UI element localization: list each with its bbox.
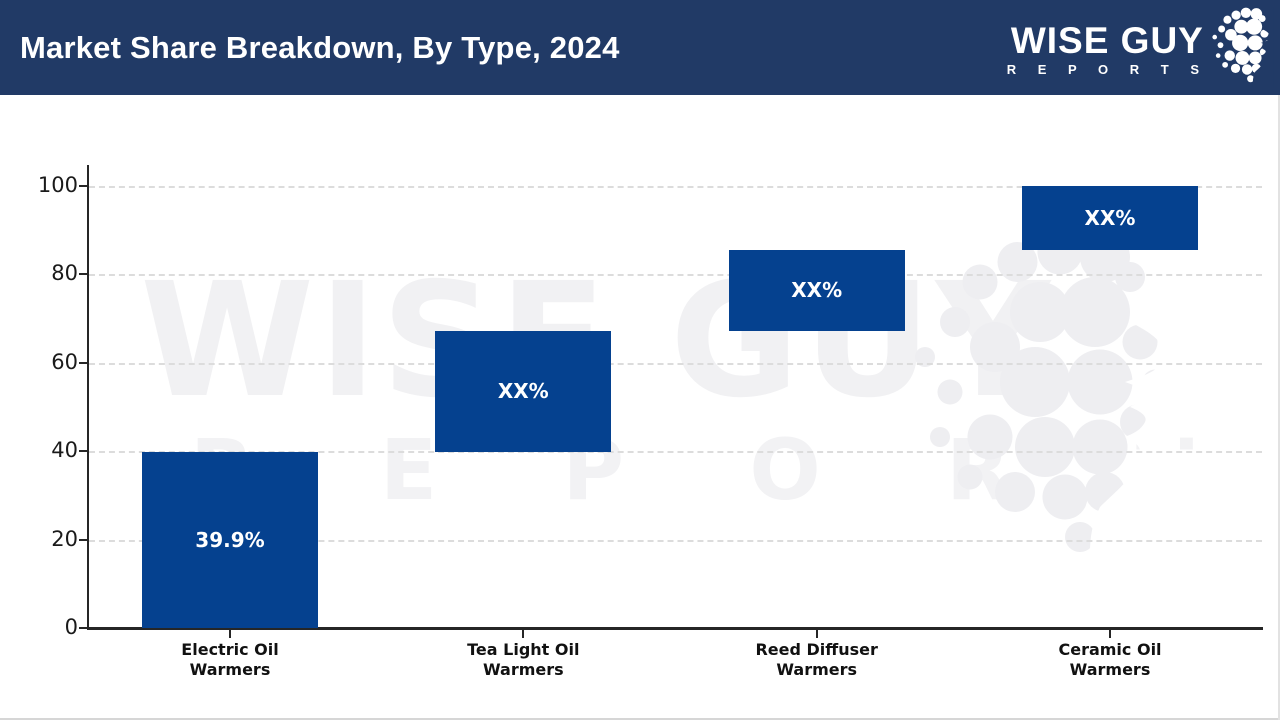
y-tick-label: 80: [51, 261, 78, 286]
gridline: [89, 539, 1262, 542]
bar-value-label: 39.9%: [195, 527, 265, 552]
bar-segment: XX%: [435, 330, 612, 452]
bar-value-label: XX%: [1084, 205, 1136, 230]
y-axis-tick: [79, 273, 87, 276]
page-right-border: [1278, 95, 1280, 720]
gridline: [89, 451, 1262, 454]
page-bottom-border: [0, 718, 1280, 720]
y-axis-tick: [79, 185, 87, 187]
bar-segment: XX%: [1022, 186, 1198, 250]
wise-guy-reports-logo: WISE GUY R E P O R T S: [1007, 0, 1274, 95]
y-axis-tick: [79, 361, 87, 364]
x-axis-tick: [1109, 630, 1111, 638]
x-category-label: Ceramic Oil Warmers: [1058, 640, 1162, 679]
y-axis-line: [87, 165, 89, 630]
x-axis-tick: [229, 630, 231, 638]
gridline: [89, 362, 1262, 365]
bar-segment: XX%: [728, 249, 905, 331]
header-bar: Market Share Breakdown, By Type, 2024 WI…: [0, 0, 1280, 95]
y-axis-tick: [79, 538, 87, 541]
x-category-label: Electric Oil Warmers: [181, 640, 279, 679]
y-tick-label: 40: [51, 438, 78, 463]
x-category-label: Reed Diffuser Warmers: [755, 640, 878, 679]
y-tick-label: 20: [51, 526, 78, 551]
logo-text: WISE GUY R E P O R T S: [1006, 20, 1208, 78]
y-tick-label: 0: [64, 615, 78, 639]
bar-segment: 39.9%: [142, 451, 318, 628]
bar-value-label: XX%: [497, 379, 549, 404]
bar-value-label: XX%: [791, 278, 843, 303]
x-axis-line: [87, 627, 1263, 630]
x-category-label: Tea Light Oil Warmers: [467, 640, 580, 679]
y-axis-tick: [79, 450, 87, 453]
chart-title: Market Share Breakdown, By Type, 2024: [20, 29, 620, 65]
gridline: [89, 186, 1262, 188]
x-axis-tick: [815, 630, 818, 638]
logo-head-icon: [1212, 7, 1274, 88]
logo-wordmark: WISE GUY: [1010, 20, 1204, 61]
x-axis-tick: [522, 630, 525, 638]
y-axis-tick: [79, 627, 87, 629]
y-tick-label: 60: [51, 349, 78, 374]
logo-subtext: R E P O R T S: [1006, 62, 1208, 77]
gridline: [89, 274, 1262, 277]
y-tick-label: 100: [37, 173, 78, 197]
